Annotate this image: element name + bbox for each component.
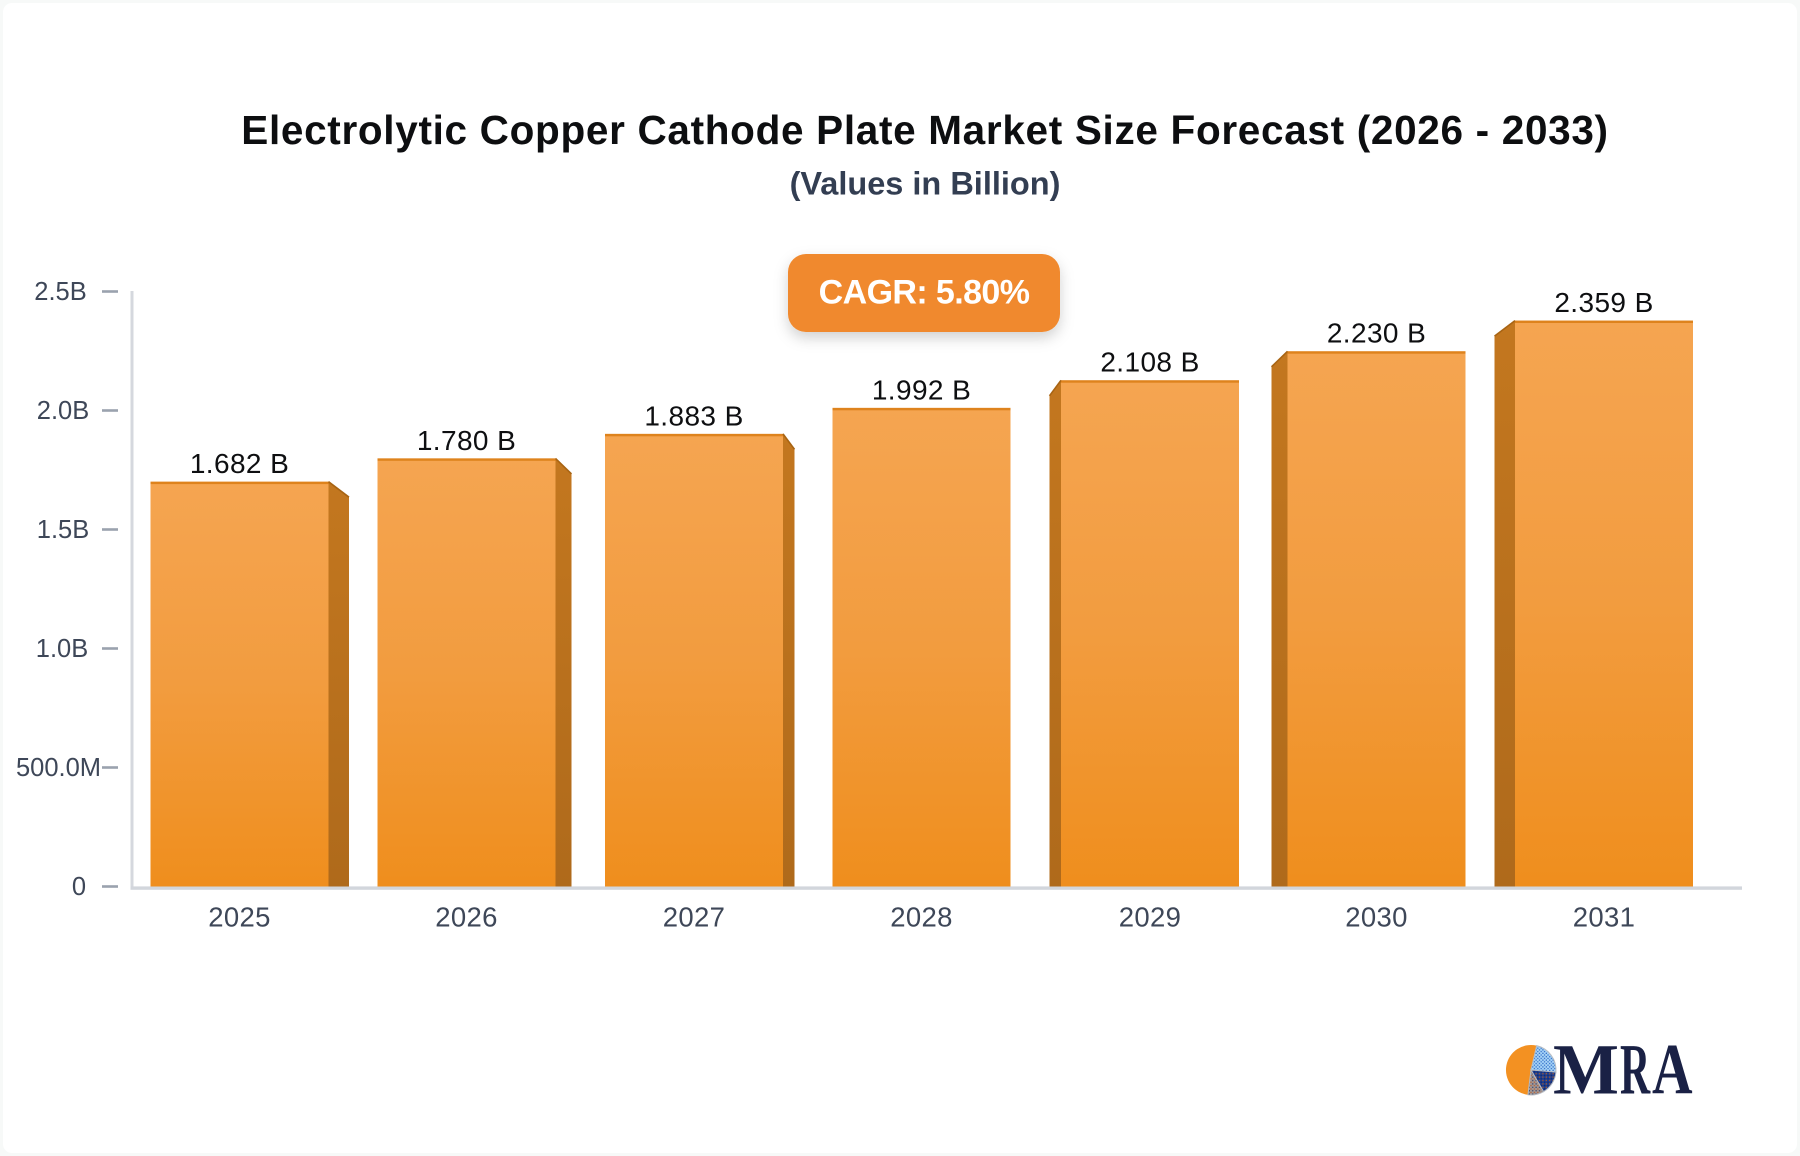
svg-text:2.5B: 2.5B (34, 278, 86, 306)
svg-text:2026: 2026 (435, 902, 497, 933)
svg-text:Electrolytic Copper Cathode Pl: Electrolytic Copper Cathode Plate Market… (241, 107, 1608, 153)
svg-text:0: 0 (72, 873, 86, 901)
svg-text:2031: 2031 (1573, 902, 1635, 933)
svg-text:1.0B: 1.0B (36, 635, 88, 663)
svg-text:1.682 B: 1.682 B (190, 448, 289, 479)
svg-text:(Values in Billion): (Values in Billion) (790, 166, 1061, 202)
svg-text:2.0B: 2.0B (37, 397, 89, 425)
svg-text:1.883 B: 1.883 B (644, 400, 743, 431)
svg-text:2.359 B: 2.359 B (1554, 287, 1653, 318)
svg-text:CAGR: 5.80%: CAGR: 5.80% (819, 274, 1030, 312)
svg-text:R: R (1620, 1030, 1651, 1110)
svg-text:2030: 2030 (1345, 902, 1407, 933)
svg-text:2027: 2027 (663, 902, 725, 933)
svg-text:2029: 2029 (1119, 902, 1181, 933)
svg-text:M: M (1553, 1031, 1619, 1110)
svg-text:1.992 B: 1.992 B (872, 374, 971, 405)
svg-text:500.0M: 500.0M (16, 754, 101, 782)
svg-text:2028: 2028 (890, 902, 952, 933)
svg-text:2025: 2025 (208, 902, 270, 933)
svg-text:2.230 B: 2.230 B (1327, 318, 1426, 349)
svg-text:1.780 B: 1.780 B (417, 425, 516, 456)
svg-text:1.5B: 1.5B (37, 516, 89, 544)
svg-text:A: A (1652, 1029, 1693, 1109)
svg-text:2.108 B: 2.108 B (1100, 347, 1199, 378)
